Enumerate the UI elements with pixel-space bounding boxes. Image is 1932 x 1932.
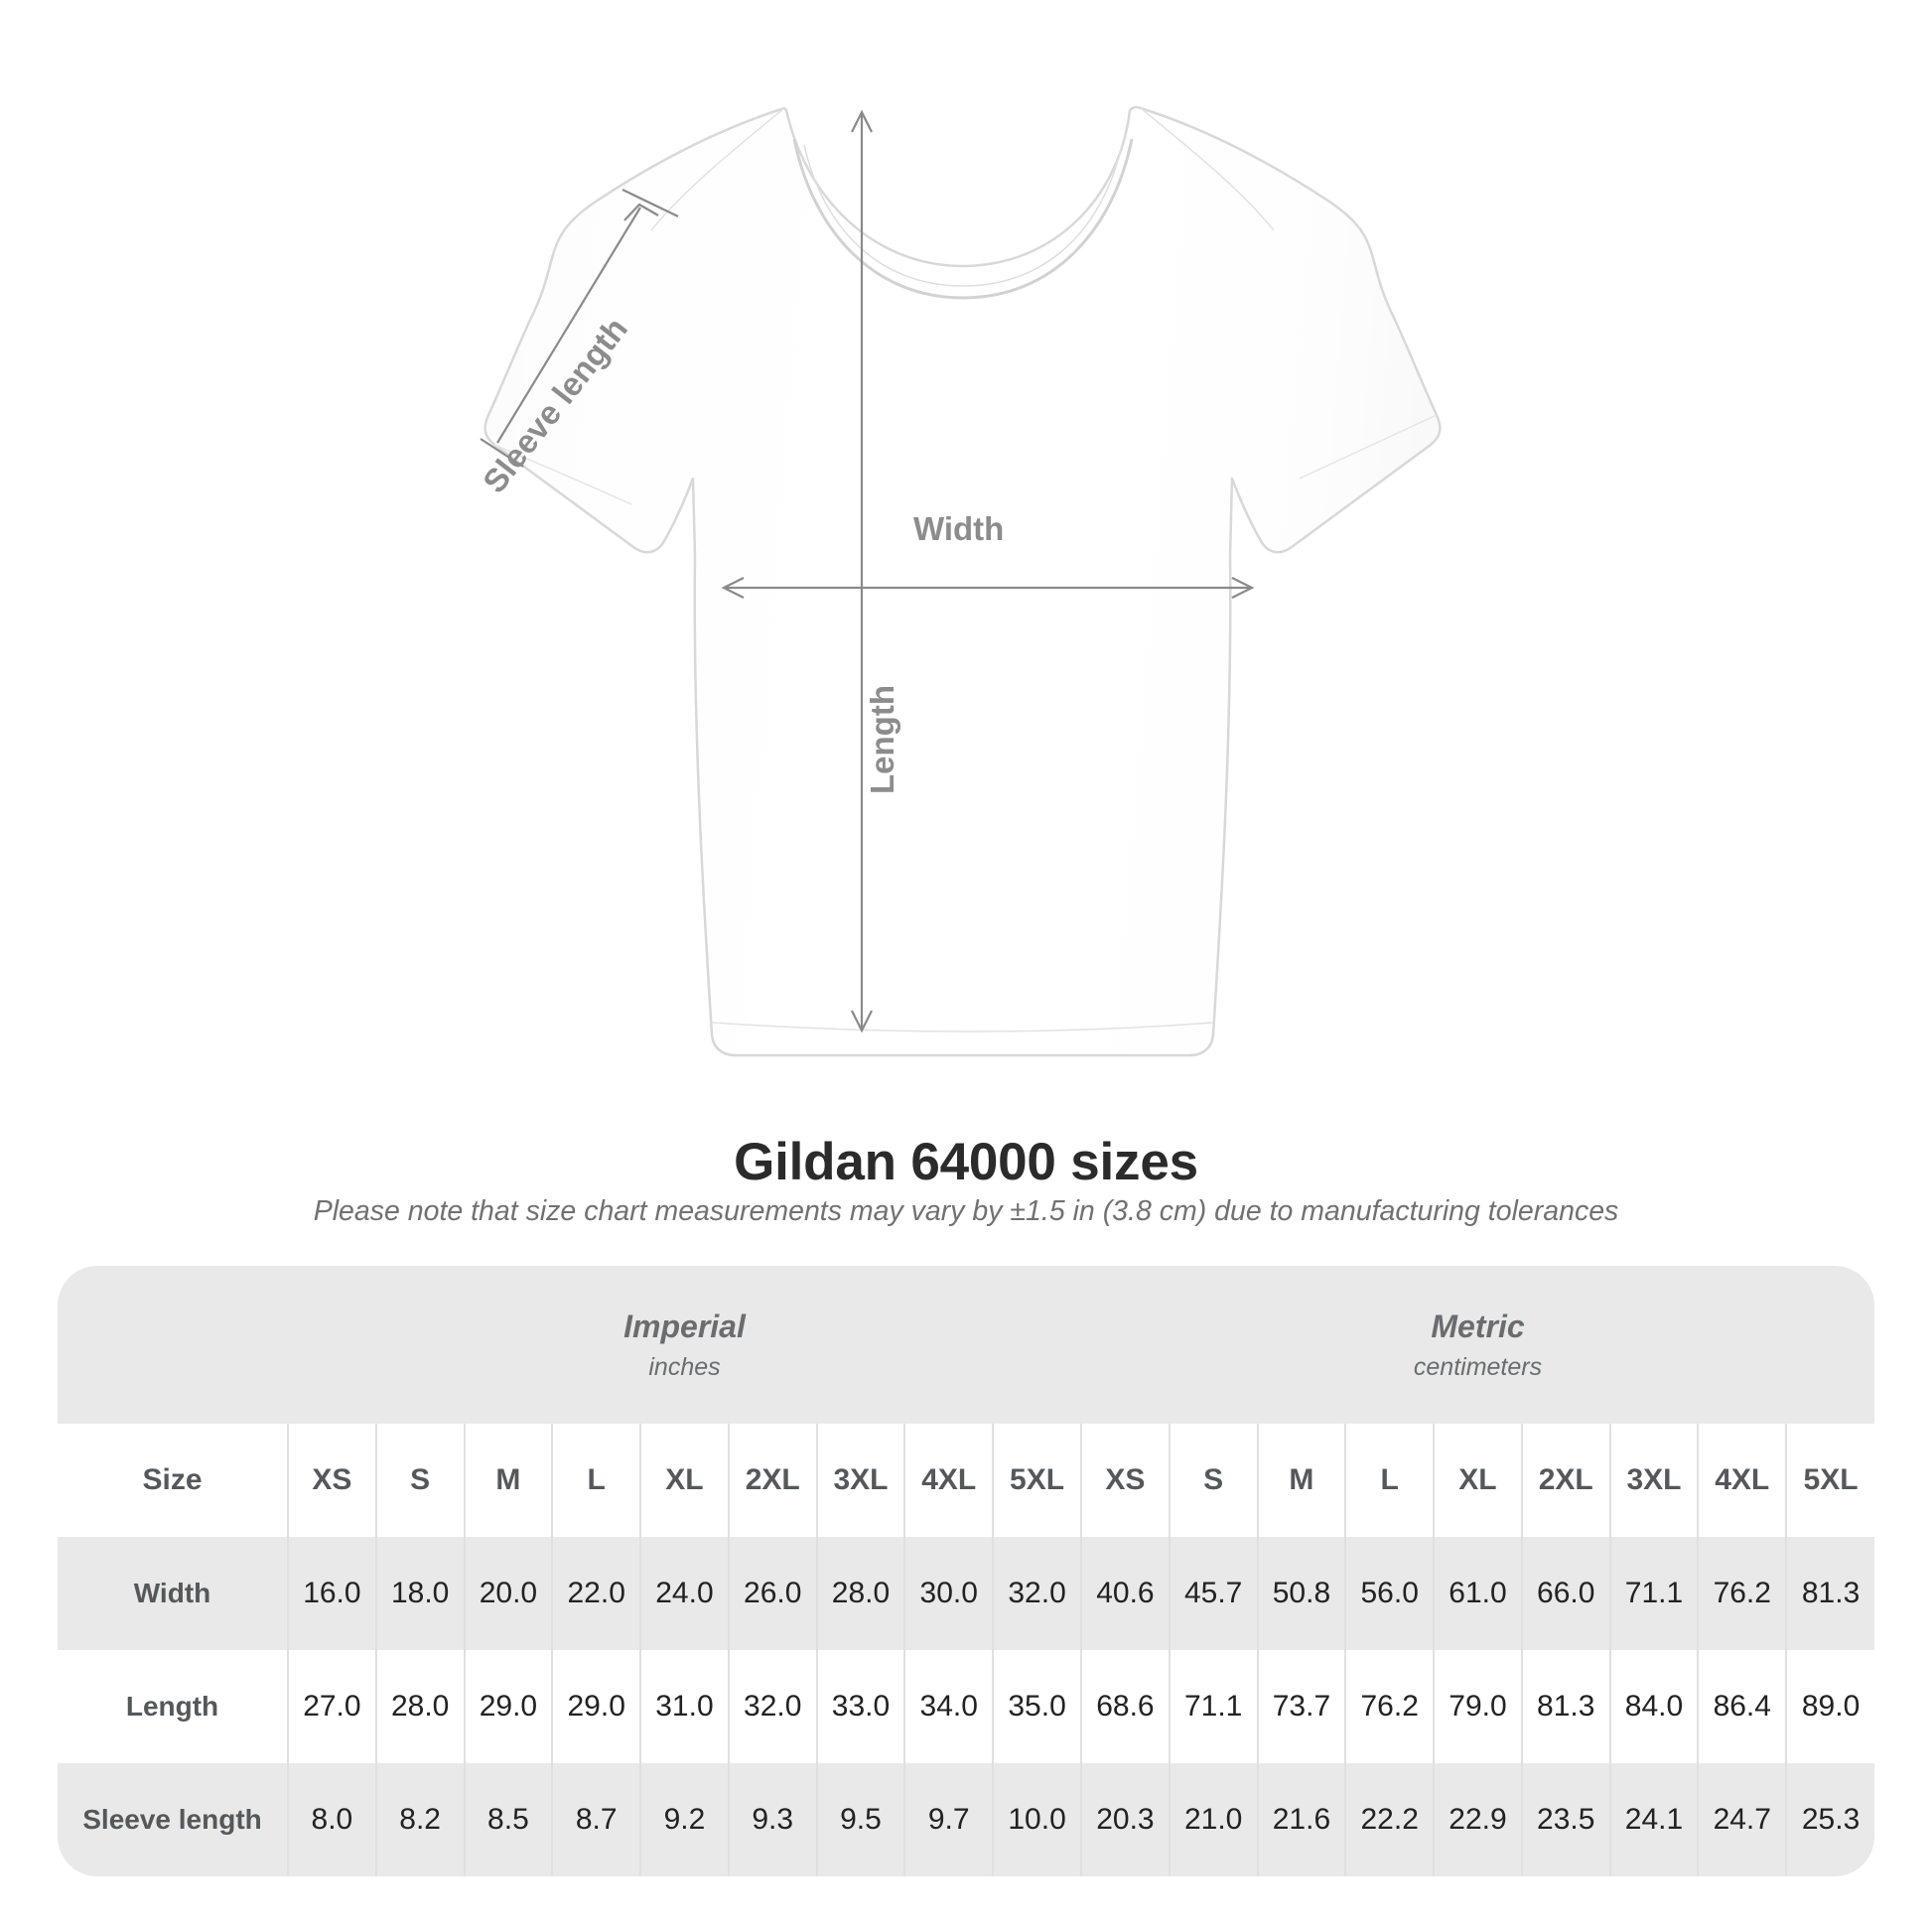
svg-text:Length: Length [864,685,900,794]
svg-text:Width: Width [913,510,1004,547]
